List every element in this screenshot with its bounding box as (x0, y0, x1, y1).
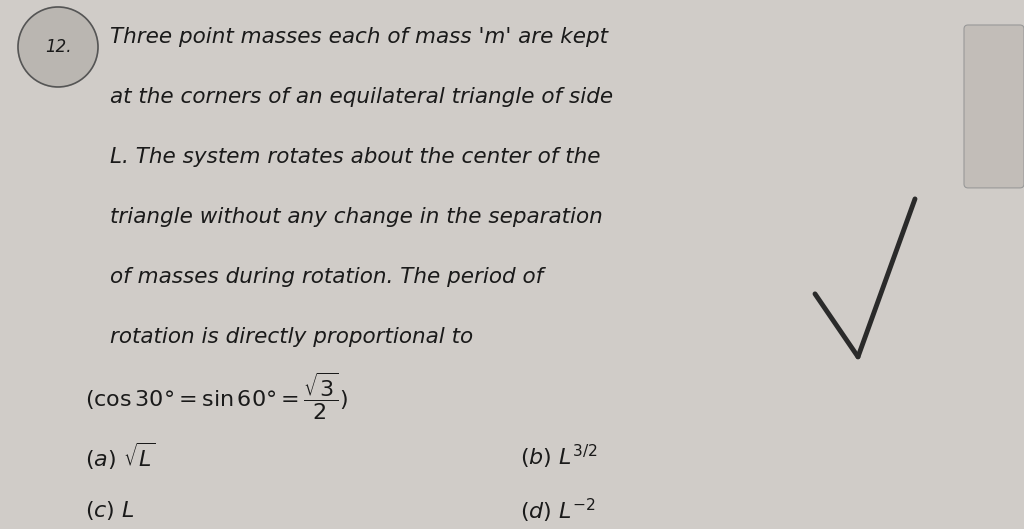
Bar (992, 29, 1020, 184)
Text: $(\cos 30°= \sin 60°= \dfrac{\sqrt{3}}{2})$: $(\cos 30°= \sin 60°= \dfrac{\sqrt{3}}{2… (85, 371, 348, 423)
Text: $(a)\ \sqrt{L}$: $(a)\ \sqrt{L}$ (85, 441, 156, 472)
Text: at the corners of an equilateral triangle of side: at the corners of an equilateral triangl… (110, 87, 613, 107)
Text: L. The system rotates about the center of the: L. The system rotates about the center o… (110, 147, 600, 167)
Text: $(b)\ L^{3/2}$: $(b)\ L^{3/2}$ (520, 443, 598, 471)
Text: $(d)\ L^{-2}$: $(d)\ L^{-2}$ (520, 497, 596, 525)
Text: Three point masses each of mass 'm' are kept: Three point masses each of mass 'm' are … (110, 27, 608, 47)
Text: $(c)\ L$: $(c)\ L$ (85, 499, 135, 522)
Circle shape (18, 7, 98, 87)
FancyBboxPatch shape (964, 25, 1024, 188)
Text: triangle without any change in the separation: triangle without any change in the separ… (110, 207, 603, 227)
Text: 12.: 12. (45, 38, 72, 56)
Text: of masses during rotation. The period of: of masses during rotation. The period of (110, 267, 544, 287)
Text: rotation is directly proportional to: rotation is directly proportional to (110, 327, 473, 347)
